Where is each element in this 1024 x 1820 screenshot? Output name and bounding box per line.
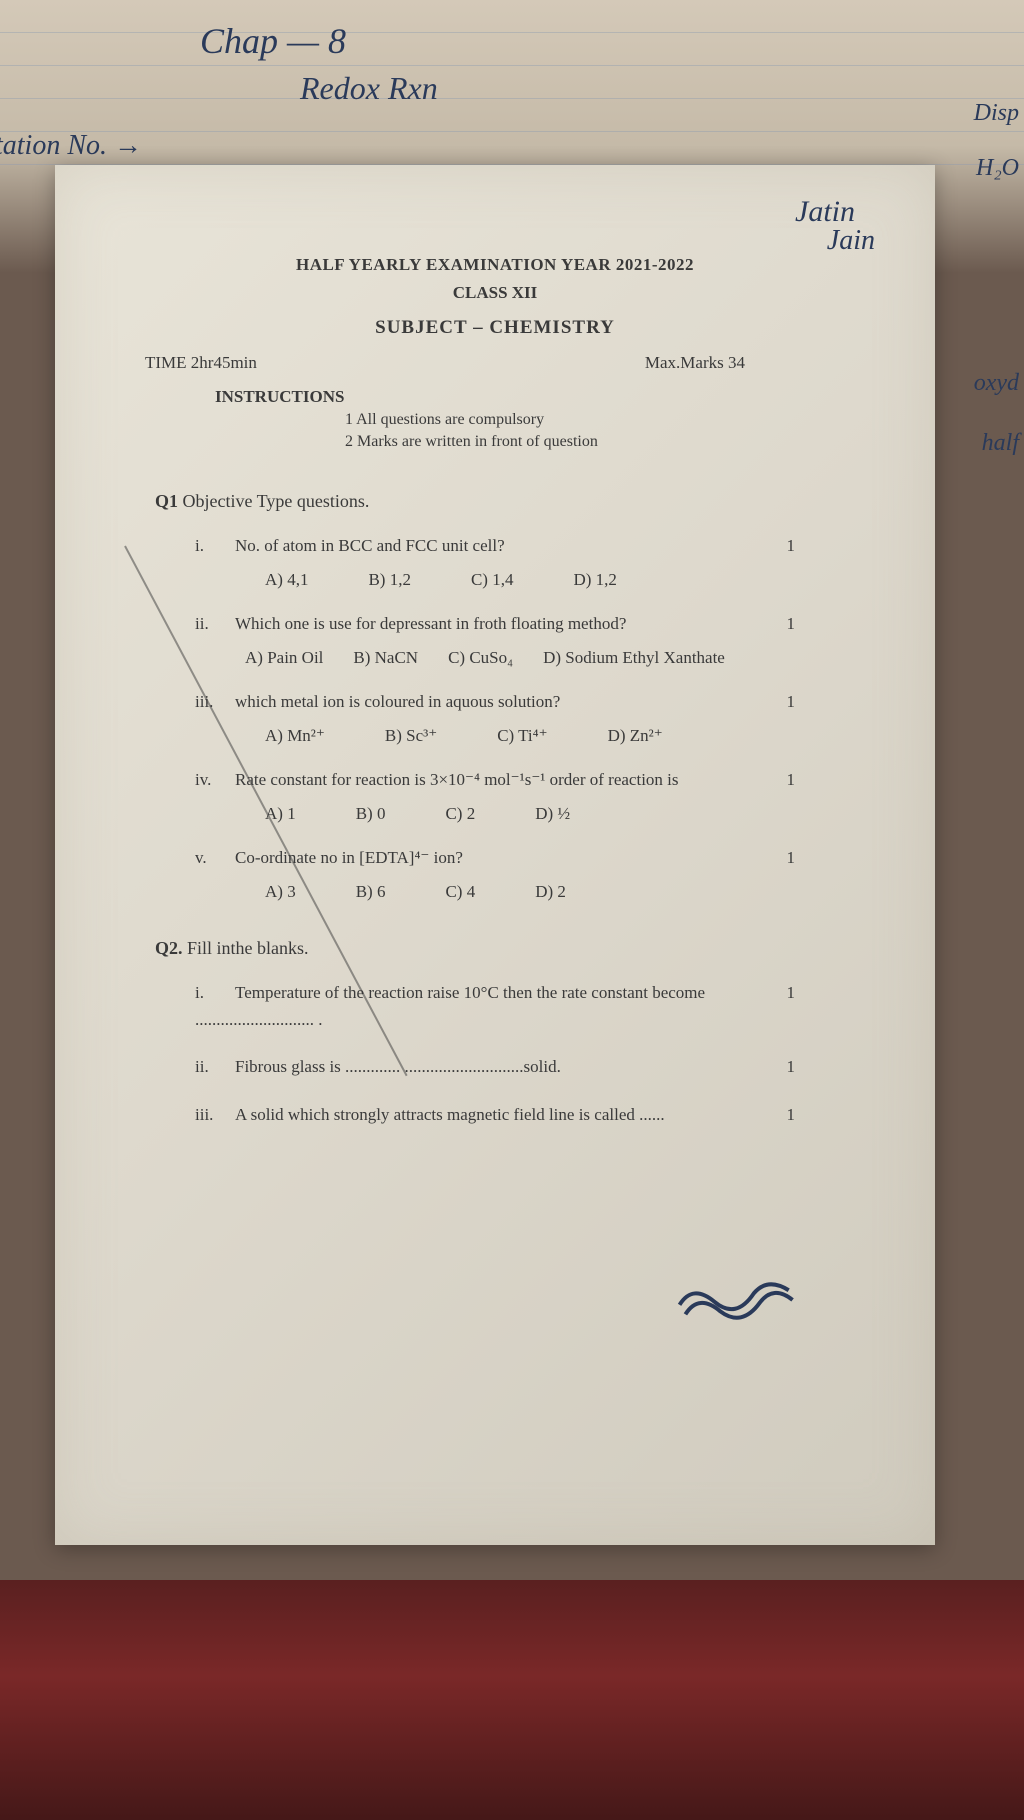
q1-v-marks: 1 [787,848,796,868]
desk-surface [0,1580,1024,1820]
q1-iii-marks: 1 [787,692,796,712]
q1-iii-options: A) Mn²⁺ B) Sc³⁺ C) Ti⁴⁺ D) Zn²⁺ [265,726,875,746]
time-marks-row: TIME 2hr45min Max.Marks 34 [115,353,875,373]
q1-ii-c: C) CuSo₄ [448,648,513,668]
time-label: TIME 2hr45min [145,353,257,373]
q1-i-d: D) 1,2 [573,570,616,590]
maxmarks-label: Max.Marks 34 [645,353,745,373]
handwriting-topic: Redox Rxn [300,70,438,107]
q1-iv-options: A) 1 B) 0 C) 2 D) ½ [265,804,875,824]
q2-label: Q2. [155,938,183,958]
q2-i-text: Temperature of the reaction raise 10°C t… [195,983,705,1029]
q1-label: Q1 [155,491,178,511]
q1-iii-a: A) Mn²⁺ [265,726,325,746]
q1-i-b: B) 1,2 [368,570,411,590]
q2-ii-num: ii. [195,1053,235,1080]
q2-i-marks: 1 [787,979,796,1033]
q1-ii-a: A) Pain Oil [245,648,323,668]
q1-i-text: No. of atom in BCC and FCC unit cell? [235,536,505,555]
exam-title: HALF YEARLY EXAMINATION YEAR 2021-2022 [115,255,875,275]
instruction-1: 1 All questions are compulsory [345,411,875,429]
q1-i-c: C) 1,4 [471,570,514,590]
exam-class: CLASS XII [115,283,875,303]
q1-iii-c: C) Ti⁴⁺ [497,726,547,746]
q1-v-a: A) 3 [265,882,296,902]
scribble-icon [672,1265,798,1350]
q2-ii-marks: 1 [787,1053,796,1080]
q2-i: i.Temperature of the reaction raise 10°C… [195,979,875,1033]
q1-iv: iv.Rate constant for reaction is 3×10⁻⁴ … [195,770,875,790]
q1-iv-d: D) ½ [535,804,570,824]
q1-iv-text: Rate constant for reaction is 3×10⁻⁴ mol… [235,770,679,789]
q1-ii-num: ii. [195,614,235,634]
handwriting-chapter: Chap — 8 [200,20,346,62]
q2-iii: iii.A solid which strongly attracts magn… [195,1101,875,1128]
instruction-2: 2 Marks are written in front of question [345,433,875,451]
instructions-heading: INSTRUCTIONS [215,387,875,407]
q1-iii: iii.which metal ion is coloured in aquou… [195,692,875,712]
notebook-lines [0,0,1024,165]
q1-iii-num: iii. [195,692,235,712]
exam-paper: Jatin Jain HALF YEARLY EXAMINATION YEAR … [55,165,935,1545]
q1-ii-marks: 1 [787,614,796,634]
q1-heading: Objective Type questions. [183,491,370,511]
q1-i: i.No. of atom in BCC and FCC unit cell? … [195,536,875,556]
q1-iii-d: D) Zn²⁺ [608,726,663,746]
q1-iii-b: B) Sc³⁺ [385,726,437,746]
q1-i-num: i. [195,536,235,556]
q2-iii-text: A solid which strongly attracts magnetic… [235,1105,665,1124]
q1-v: v.Co-ordinate no in [EDTA]⁴⁻ ion? 1 [195,848,875,868]
q1-v-b: B) 6 [356,882,386,902]
q1-header: Q1 Objective Type questions. [155,491,875,512]
q1-v-d: D) 2 [535,882,566,902]
handwriting-half: half [982,430,1019,457]
q1-ii: ii.Which one is use for depressant in fr… [195,614,875,634]
q1-v-options: A) 3 B) 6 C) 4 D) 2 [265,882,875,902]
handwriting-disp: Disp [974,100,1019,127]
q1-iv-c: C) 2 [445,804,475,824]
handwriting-h2o: H₂O [976,155,1019,182]
q2-iii-marks: 1 [787,1101,796,1128]
q2-ii: ii.Fibrous glass is ............. ......… [195,1053,875,1080]
q2-header: Q2. Fill inthe blanks. [155,938,875,959]
q2-iii-num: iii. [195,1101,235,1128]
q2-heading: Fill inthe blanks. [187,938,309,958]
handwriting-left: tation No. → [0,130,142,162]
q1-i-a: A) 4,1 [265,570,308,590]
q1-ii-b: B) NaCN [353,648,418,668]
q1-iii-text: which metal ion is coloured in aquous so… [235,692,560,711]
q1-ii-options: A) Pain Oil B) NaCN C) CuSo₄ D) Sodium E… [245,648,875,668]
q1-v-c: C) 4 [445,882,475,902]
q1-iv-num: iv. [195,770,235,790]
q1-i-marks: 1 [787,536,796,556]
q1-ii-text: Which one is use for depressant in froth… [235,614,626,633]
handwriting-name-first: Jatin [795,195,855,229]
q1-ii-d: D) Sodium Ethyl Xanthate [543,648,725,668]
q1-i-options: A) 4,1 B) 1,2 C) 1,4 D) 1,2 [265,570,875,590]
exam-subject: SUBJECT – CHEMISTRY [115,317,875,339]
q1-v-text: Co-ordinate no in [EDTA]⁴⁻ ion? [235,848,463,867]
q1-v-num: v. [195,848,235,868]
handwriting-name-last: Jain [827,225,875,257]
q1-iv-marks: 1 [787,770,796,790]
q1-iv-b: B) 0 [356,804,386,824]
q2-i-num: i. [195,979,235,1006]
handwriting-oxyd: oxyd [974,370,1019,397]
